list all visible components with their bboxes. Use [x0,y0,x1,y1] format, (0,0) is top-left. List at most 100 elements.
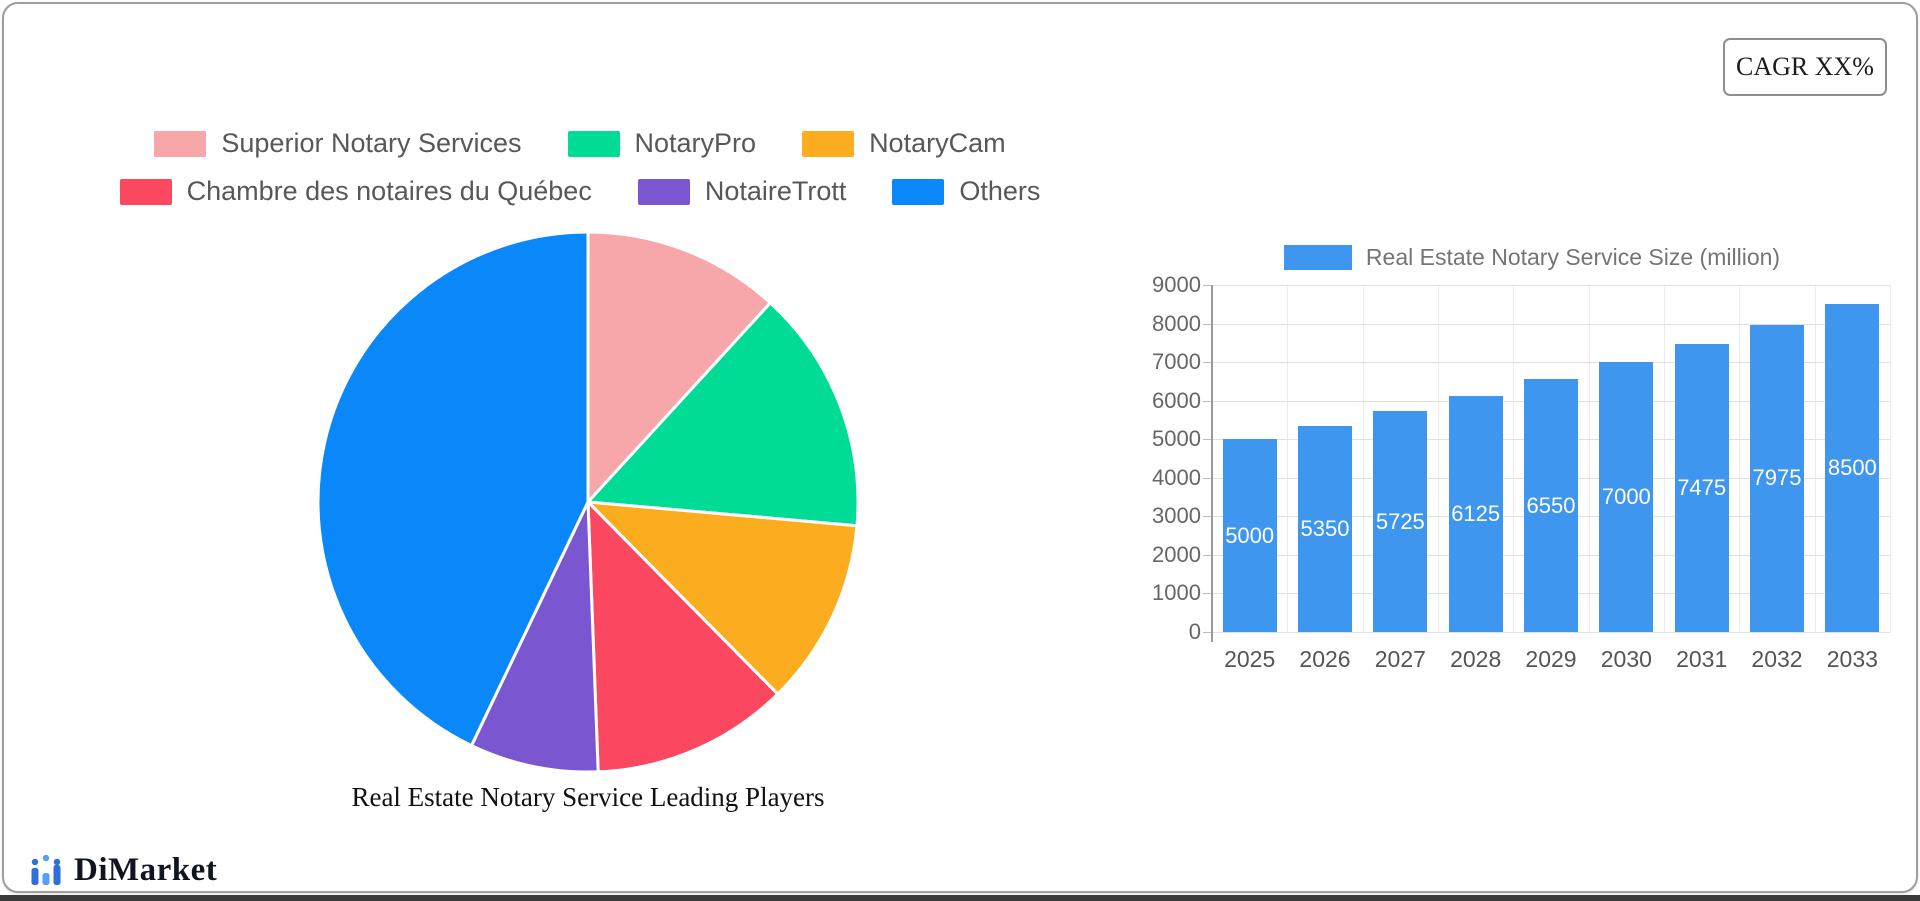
bar-value-label: 7975 [1752,465,1802,491]
legend-label: Superior Notary Services [221,128,522,158]
pie-slice-5 [470,500,600,774]
legend-item-2: NotaryPro [567,128,757,159]
bar-2025 [1222,439,1277,632]
x-axis-label: 2033 [1826,646,1878,672]
brand-logo-icon [31,854,61,885]
y-axis-tick [1203,323,1211,325]
y-axis-tick [1203,516,1211,518]
bar-value-label: 5725 [1375,508,1425,534]
y-axis-label: 4000 [1152,464,1201,490]
bar-legend-swatch [1283,244,1352,270]
brand-name: DiMarket [74,852,218,888]
x-axis-label: 2032 [1751,646,1803,672]
vertical-gridline [1438,285,1439,632]
bar-2033 [1825,304,1880,632]
y-axis-line [1211,285,1213,642]
y-axis-label: 9000 [1152,272,1201,297]
pie-slice-4 [586,500,780,774]
x-axis-label: 2028 [1450,646,1502,672]
vertical-gridline [1890,285,1891,632]
legend-label: Chambre des notaires du Québec [186,176,592,206]
legend-label: NotaryPro [634,128,757,158]
pie-legend: Superior Notary Services NotaryPro NotaryC… [0,128,1160,207]
horizontal-gridline [1212,285,1890,286]
x-axis-label: 2025 [1224,646,1276,672]
cagr-badge: CAGR XX% [1723,38,1887,96]
y-axis-tick [1203,439,1211,441]
cagr-label: CAGR XX% [1736,52,1874,81]
x-axis-label: 2030 [1600,646,1652,672]
legend-label: NotaryCam [869,128,1006,158]
bar-2026 [1298,425,1352,632]
y-axis-tick [1203,400,1211,402]
bottom-edge [0,895,1920,901]
legend-swatch [892,178,945,205]
bar-2031 [1674,343,1729,632]
pie-svg [316,230,860,774]
bar-plot-area: 0 1000 2000 3000 4000 5000 6000 7000 8000 9000 500… [1152,272,1891,672]
x-axis-label: 2031 [1676,646,1728,672]
bar-chart-legend: Real Estate Notary Service Size (million… [1152,242,1912,272]
legend-swatch [802,130,855,157]
legend-item-3: NotaryCam [802,128,1006,159]
pie-chart-title: Real Estate Notary Service Leading Playe… [351,782,825,812]
vertical-gridline [1588,285,1590,632]
legend-item-6: Others [892,176,1040,207]
bar-value-label: 8500 [1827,455,1877,481]
vertical-gridline [1362,285,1364,632]
y-axis-label: 2000 [1152,541,1201,567]
brand-logo: DiMarket [30,852,217,889]
bar-2032 [1750,324,1804,632]
pie-slice-2 [586,301,860,528]
bar-2030 [1599,362,1654,632]
bar-value-label: 6550 [1526,492,1576,518]
y-axis-tick [1203,285,1211,286]
y-axis-label: 7000 [1152,349,1201,375]
y-axis-tick [1203,362,1211,364]
pie-slice-6 [316,230,590,748]
y-axis-tick [1203,477,1211,479]
horizontal-gridline [1212,362,1890,364]
y-axis-label: 8000 [1152,310,1201,336]
legend-label: NotaireTrott [704,176,847,206]
legend-swatch [119,178,172,205]
y-axis-label: 0 [1188,619,1201,644]
pie-legend-row: Chambre des notaires du Québec NotaireTro… [119,176,1040,207]
pie-slice-1 [586,230,772,504]
y-axis-label: 6000 [1152,387,1201,413]
vertical-gridline [1739,285,1741,632]
bar-2028 [1448,395,1503,632]
bar-value-label: 5350 [1300,515,1350,541]
x-axis-label: 2029 [1525,646,1577,672]
legend-swatch [154,130,207,157]
x-axis-label: 2026 [1299,646,1351,672]
pie-slice-3 [586,500,859,696]
bar-value-label: 6125 [1451,500,1501,526]
bar-2027 [1373,411,1428,632]
bar-value-label: 7000 [1601,484,1651,510]
horizontal-gridline [1212,323,1890,325]
y-axis-tick [1203,632,1211,633]
bar-value-label: 5000 [1225,522,1275,548]
vertical-gridline [1814,285,1816,632]
bar-2029 [1524,379,1578,632]
vertical-gridline [1513,285,1515,632]
bar-legend-label: Real Estate Notary Service Size (million… [1365,243,1781,270]
y-axis-tick [1203,593,1211,595]
x-axis-label: 2027 [1374,646,1426,672]
legend-swatch [567,130,620,157]
pie-legend-row: Superior Notary Services NotaryPro NotaryC… [154,128,1006,159]
legend-item-1: Superior Notary Services [154,128,522,159]
pie-chart [288,202,888,802]
vertical-gridline [1287,285,1289,632]
horizontal-gridline [1212,632,1890,633]
legend-item-4: Chambre des notaires du Québec [119,176,592,207]
vertical-gridline [1664,285,1665,632]
legend-label: Others [959,176,1041,206]
legend-item-5: NotaireTrott [637,176,847,207]
bar-value-label: 7475 [1677,474,1727,500]
y-axis-label: 5000 [1152,426,1201,452]
y-axis-label: 3000 [1152,503,1201,529]
